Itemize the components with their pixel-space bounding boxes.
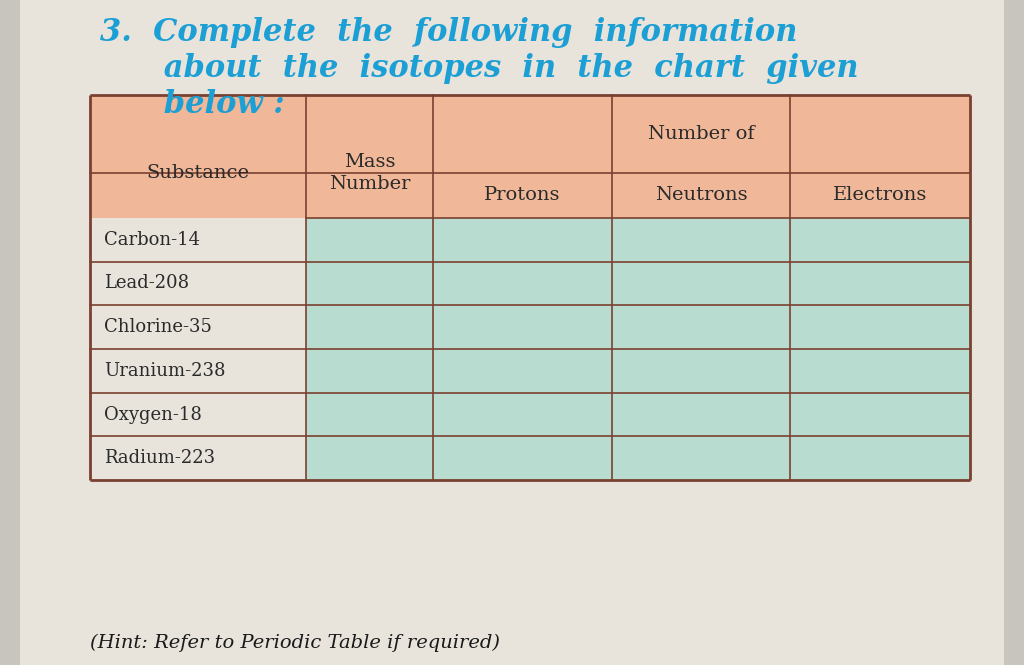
Bar — [90, 261, 970, 305]
Bar — [90, 95, 970, 480]
Bar — [90, 349, 970, 392]
Bar — [90, 305, 970, 349]
Text: below :: below : — [100, 89, 285, 120]
Bar — [90, 261, 305, 305]
Text: Oxygen-18: Oxygen-18 — [104, 406, 202, 424]
Text: 3.  Complete  the  following  information: 3. Complete the following information — [100, 17, 798, 48]
Text: Mass
Number: Mass Number — [329, 153, 410, 193]
Text: Chlorine-35: Chlorine-35 — [104, 318, 212, 336]
Text: Substance: Substance — [146, 164, 249, 182]
Text: Lead-208: Lead-208 — [104, 275, 189, 293]
Text: Radium-223: Radium-223 — [104, 449, 215, 467]
Bar — [90, 392, 970, 436]
Bar — [90, 218, 305, 261]
Bar — [90, 349, 305, 392]
Text: Protons: Protons — [484, 186, 561, 205]
Bar — [90, 305, 305, 349]
Text: Carbon-14: Carbon-14 — [104, 231, 200, 249]
Bar — [90, 95, 970, 173]
Bar — [90, 218, 970, 261]
Bar — [90, 436, 970, 480]
Text: (Hint: Refer to Periodic Table if required): (Hint: Refer to Periodic Table if requir… — [90, 634, 500, 652]
Text: Electrons: Electrons — [834, 186, 928, 205]
Bar — [90, 436, 305, 480]
Text: Neutrons: Neutrons — [654, 186, 748, 205]
Bar — [90, 173, 970, 218]
Text: about  the  isotopes  in  the  chart  given: about the isotopes in the chart given — [100, 53, 858, 84]
Text: Number of: Number of — [648, 125, 755, 143]
Bar — [90, 392, 305, 436]
Text: Uranium-238: Uranium-238 — [104, 362, 225, 380]
